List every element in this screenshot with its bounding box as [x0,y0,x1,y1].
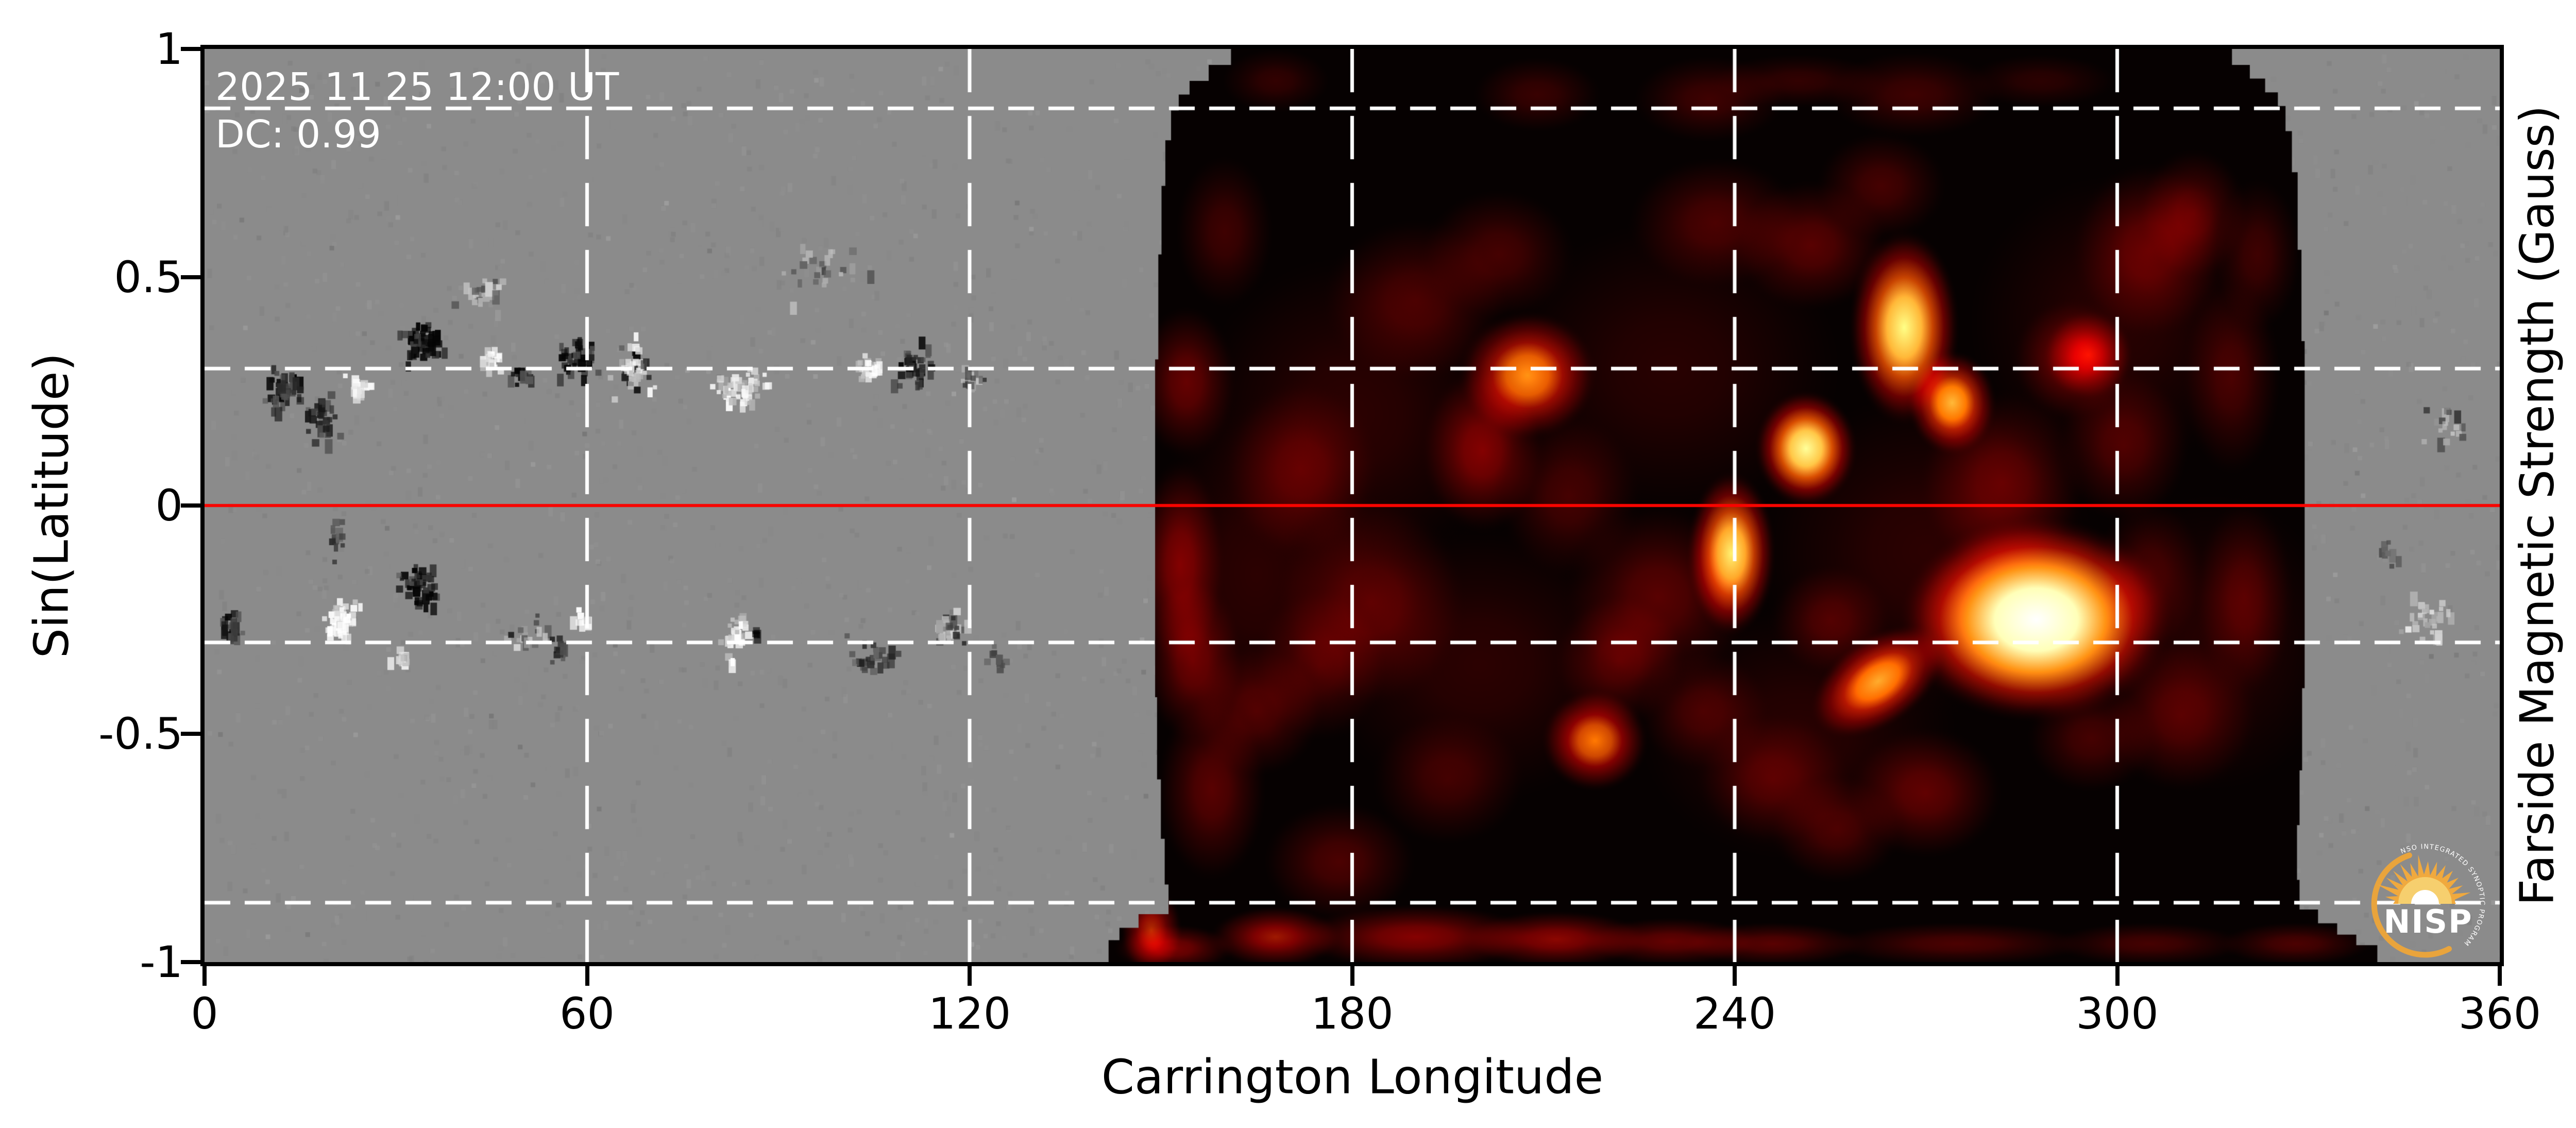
x-tick-label: 240 [1693,988,1776,1039]
x-tick [1733,966,1737,986]
x-tick [202,966,207,986]
x-tick-label: 360 [2458,988,2541,1039]
timestamp-annotation: 2025 11 25 12:00 UT [215,65,619,109]
logo-sun-core-icon [2411,890,2439,904]
y-tick-label: 1 [155,24,183,74]
y-tick-label: -0.5 [98,709,183,759]
y-tick [181,47,200,51]
y-tick-label: 0 [155,480,183,531]
x-tick-label: 120 [928,988,1011,1039]
y-axis-label: Sin(Latitude) [24,352,79,659]
x-tick [2498,966,2502,986]
farside-colorbar-label: Farside Magnetic Strength (Gauss) [2510,105,2565,906]
x-tick-label: 0 [191,988,218,1039]
y-tick-label: -1 [140,937,183,987]
x-tick [585,966,589,986]
y-tick-label: 0.5 [114,252,183,302]
x-tick-label: 180 [1311,988,1394,1039]
nisp-logo: NISP NSO INTEGRATED SYNOPTIC PROGRAM [2358,837,2492,971]
y-tick [181,732,200,736]
logo-wordmark: NISP [2383,903,2472,940]
y-tick [181,275,200,279]
x-tick [2115,966,2120,986]
synoptic-map-canvas [205,49,2500,962]
x-axis-label: Carrington Longitude [1101,1049,1604,1105]
x-tick-label: 60 [560,988,615,1039]
y-tick [181,503,200,508]
duty-cycle-annotation: DC: 0.99 [215,112,381,157]
x-tick [1350,966,1354,986]
x-tick [968,966,972,986]
y-tick [181,960,200,964]
x-tick-label: 300 [2076,988,2159,1039]
logo-ring-arc-icon [2371,852,2452,958]
